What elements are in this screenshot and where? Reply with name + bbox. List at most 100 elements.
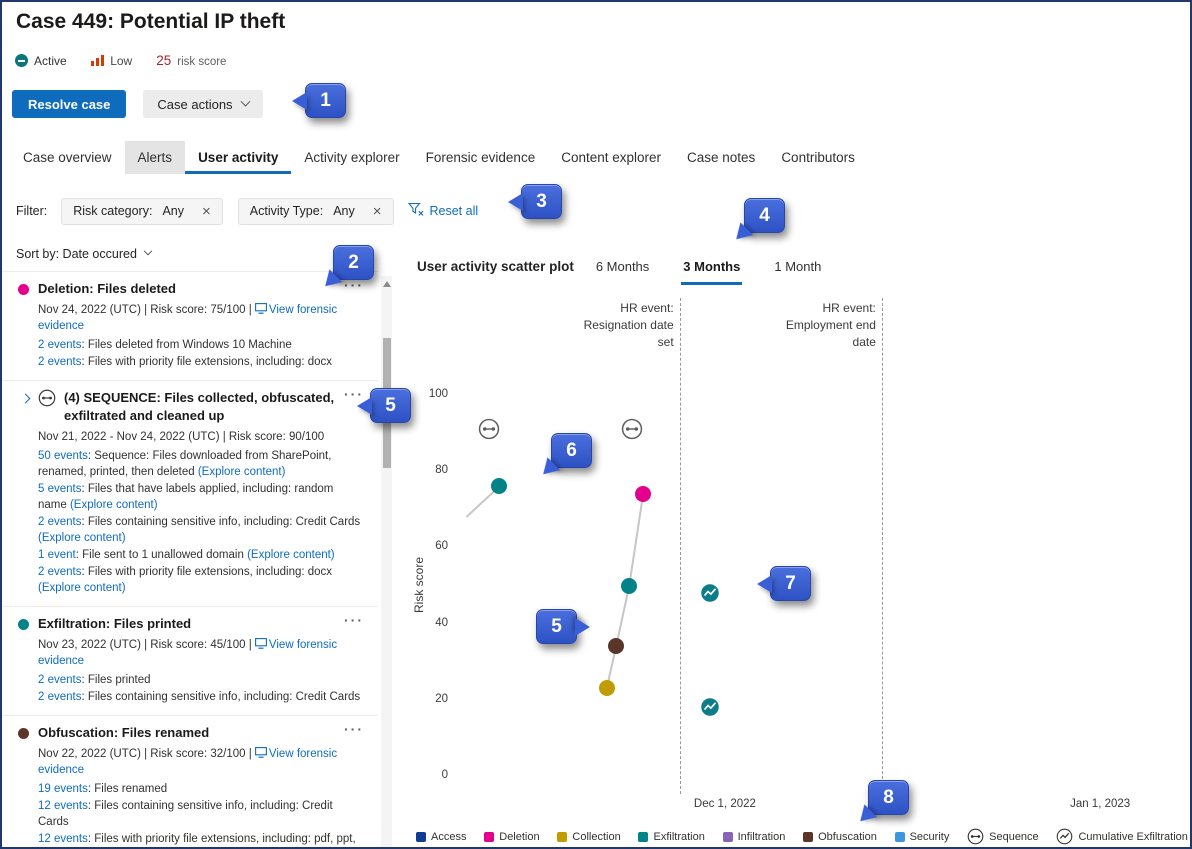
x-axis-tick: Dec 1, 2022 [693,798,756,810]
alert-meta-text: Nov 24, 2022 (UTC) | Risk score: 75/100 … [38,304,255,316]
forensic-evidence-icon [254,747,269,760]
callout-number: 2 [348,251,359,273]
sequence-point-icon[interactable] [478,418,500,440]
event-text: : Files containing sensitive info, inclu… [81,516,361,528]
tab-forensic-evidence[interactable]: Forensic evidence [425,150,536,165]
tab-alerts[interactable]: Alerts [124,141,186,174]
filter-chip-risk-category[interactable]: Risk category: Any × [61,197,223,225]
risk-score-label: risk score [177,56,227,68]
page-title: Case 449: Potential IP theft [16,10,286,33]
range-tab-6-months[interactable]: 6 Months [595,259,650,274]
explore-content-link[interactable]: (Explore content) [38,582,126,594]
event-count-link[interactable]: 2 events [38,356,82,368]
event-count-link[interactable]: 19 events [38,783,88,795]
range-tab-3-months[interactable]: 3 Months [681,255,743,285]
tab-case-notes[interactable]: Case notes [687,150,756,165]
sequence-icon [38,389,56,412]
alert-details: Nov 22, 2022 (UTC) | Risk score: 32/100 … [38,746,364,847]
alert-meta-text: Nov 23, 2022 (UTC) | Risk score: 45/100 … [38,639,255,651]
y-axis-title: Risk score [412,557,426,614]
chart-legend: Access Deletion Collection Exfiltration Infi… [416,828,1188,845]
severity-label: Low [110,53,133,68]
legend-label: Access [431,830,467,843]
event-count-link[interactable]: 2 events [38,691,82,703]
event-count-link[interactable]: 1 event [38,549,76,561]
scatter-point-collection[interactable] [598,680,615,697]
scatter-point-exfiltration[interactable] [621,577,638,594]
legend-swatch [638,831,649,842]
more-options-button[interactable]: ··· [344,277,364,293]
event-text: : Files containing sensitive info, inclu… [38,800,333,828]
reset-all-button[interactable]: Reset all [407,202,478,220]
event-count-link[interactable]: 2 events [38,339,82,351]
tab-case-overview[interactable]: Case overview [23,150,112,165]
expand-chevron-icon[interactable] [20,393,31,404]
view-forensic-evidence-link[interactable]: View forensic evidence [38,639,338,667]
alert-event: 50 events: Sequence: Files downloaded fr… [38,448,364,480]
sequence-point-icon[interactable] [621,418,643,440]
event-count-link[interactable]: 50 events [38,450,88,462]
event-text: : Files containing sensitive info, inclu… [81,691,361,703]
event-count-link[interactable]: 2 events [38,516,82,528]
legend-item-access: Access [416,831,466,843]
event-text: : Files that have labels applied, includ… [38,483,334,511]
more-options-button[interactable]: ··· [344,721,364,737]
event-count-link[interactable]: 12 events [38,833,88,845]
alert-meta: Nov 23, 2022 (UTC) | Risk score: 45/100 … [38,637,364,669]
range-tabs: 6 Months 3 Months 1 Month [594,255,824,285]
scatter-point-exfiltration[interactable] [491,478,508,495]
view-forensic-evidence-link[interactable]: View forensic evidence [38,304,338,332]
filter-bar: Filter: Risk category: Any × Activity Type:… [16,197,478,225]
filter-chip-activity-type[interactable]: Activity Type: Any × [237,197,394,225]
alert-item-deletion: Deletion: Files deleted ··· Nov 24, 2022 (… [2,272,378,381]
event-count-link[interactable]: 12 events [38,800,88,812]
alerts-scrollbar[interactable] [381,276,392,847]
cumulative-exfiltration-point-icon[interactable] [699,582,721,604]
scatter-point-deletion[interactable] [635,486,652,503]
sort-by-dropdown[interactable]: Sort by: Date occured [2,238,378,272]
severity-indicator: Low [90,53,133,68]
scatter-point-obfuscation[interactable] [608,638,625,655]
tab-user-activity[interactable]: User activity [185,141,292,174]
legend-item-obfuscation: Obfuscation [803,831,877,843]
scrollbar-up-arrow[interactable] [382,281,391,287]
callout-number: 4 [759,204,770,226]
callout-arrow-icon [729,222,754,246]
chip-remove-icon[interactable]: × [372,202,382,220]
alert-header: Deletion: Files deleted ··· [16,277,364,298]
alert-title: Exfiltration: Files printed [38,616,192,631]
legend-label: Cumulative Exfiltration [1078,830,1188,843]
callout-badge-4-3: 4 [729,198,785,246]
range-tab-1-month[interactable]: 1 Month [774,259,822,274]
resolve-case-button[interactable]: Resolve case [12,90,127,118]
alert-title: Deletion: Files deleted [38,281,176,296]
tab-content-explorer[interactable]: Content explorer [561,150,662,165]
callout-badge-2-1: 2 [318,245,374,293]
case-status: Active [15,54,67,68]
chip-remove-icon[interactable]: × [202,202,211,220]
event-count-link[interactable]: 2 events [38,566,82,578]
explore-content-link[interactable]: (Explore content) [197,466,286,478]
hr-event-line [679,298,681,794]
event-text: : File sent to 1 unallowed domain [75,549,248,561]
more-options-button[interactable]: ··· [344,612,364,628]
cumulative-exfiltration-point-icon[interactable] [699,696,721,718]
explore-content-link[interactable]: (Explore content) [69,499,158,511]
event-text: : Files renamed [87,783,168,795]
view-forensic-evidence-link[interactable]: View forensic evidence [38,748,338,776]
explore-content-link[interactable]: (Explore content) [247,549,335,561]
tab-activity-explorer[interactable]: Activity explorer [304,150,400,165]
alert-title: (4) SEQUENCE: Files collected, obfuscate… [64,390,335,423]
filter-label: Filter: [16,204,48,218]
event-count-link[interactable]: 5 events [38,483,82,495]
case-actions-button[interactable]: Case actions [143,90,263,118]
explore-content-link[interactable]: (Explore content) [38,532,126,544]
alert-event: 19 events: Files renamed [38,781,364,797]
chip-value: Any [162,204,184,218]
tab-contributors[interactable]: Contributors [781,150,855,165]
event-count-link[interactable]: 2 events [38,674,82,686]
forensic-evidence-icon [254,638,269,651]
legend-swatch [803,831,814,842]
legend-item-security: Security [894,831,949,843]
alert-event: 12 events: Files with priority file exte… [38,831,364,847]
